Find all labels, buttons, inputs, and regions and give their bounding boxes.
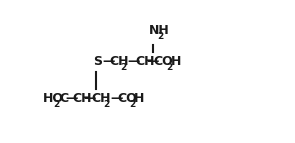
Text: CO: CO (117, 92, 137, 105)
Text: 2: 2 (130, 100, 136, 109)
Text: S: S (93, 55, 102, 68)
Text: CH: CH (72, 92, 92, 105)
Text: CH: CH (92, 92, 111, 105)
Text: H: H (171, 55, 181, 68)
Text: —: — (147, 55, 159, 68)
Text: C: C (60, 92, 69, 105)
Text: —: — (102, 55, 114, 68)
Text: CO: CO (153, 55, 173, 68)
Text: 2: 2 (53, 100, 60, 109)
Text: 2: 2 (120, 63, 127, 72)
Text: —: — (84, 92, 96, 105)
Text: H: H (134, 92, 145, 105)
Text: CH: CH (109, 55, 128, 68)
Text: HO: HO (42, 92, 64, 105)
Text: 2: 2 (158, 32, 164, 41)
Text: —: — (110, 92, 122, 105)
Text: 2: 2 (103, 100, 109, 109)
Text: 2: 2 (166, 63, 172, 72)
Text: NH: NH (149, 24, 170, 37)
Text: CH: CH (135, 55, 155, 68)
Text: —: — (127, 55, 140, 68)
Text: —: — (65, 92, 77, 105)
